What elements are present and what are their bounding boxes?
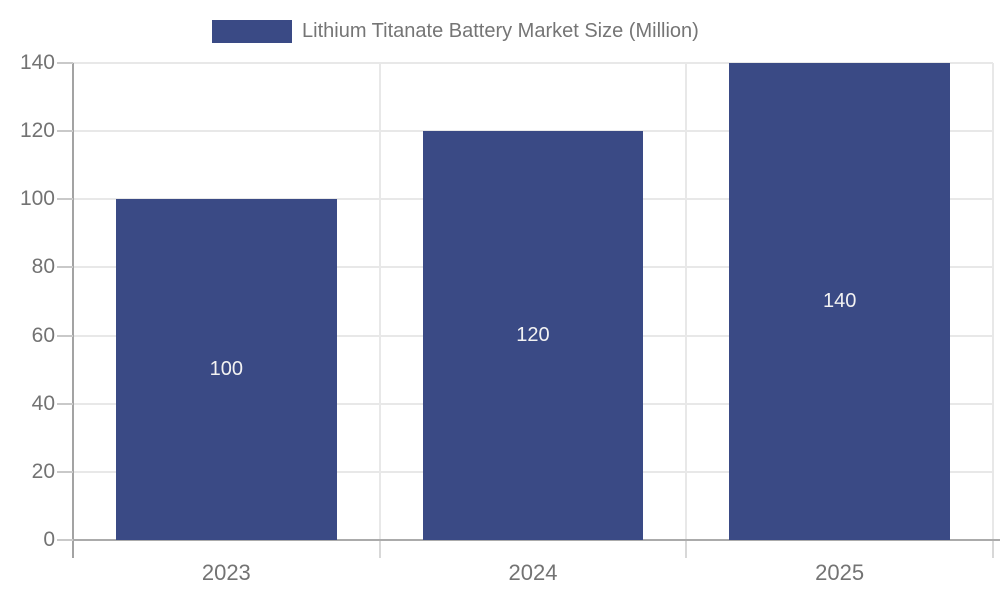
bar-2023[interactable]: 100 (115, 199, 337, 540)
y-axis-tick (57, 334, 73, 337)
x-tick-label: 2023 (201, 560, 251, 585)
x-axis-line (57, 539, 1000, 541)
y-tick-label: 140 (19, 51, 55, 74)
y-tick-label: 0 (43, 528, 55, 551)
y-axis-tick (57, 539, 73, 541)
y-tick-label: 60 (31, 323, 55, 347)
legend-swatch-icon (212, 20, 292, 43)
v-gridline (685, 63, 688, 540)
chart-legend[interactable]: Lithium Titanate Battery Market Size (Mi… (212, 20, 699, 43)
v-gridline (378, 63, 381, 540)
legend-label: Lithium Titanate Battery Market Size (Mi… (302, 20, 699, 42)
x-axis-tick (685, 541, 688, 558)
y-tick-label: 100 (19, 187, 55, 211)
x-axis-tick (378, 541, 381, 558)
y-axis-line (72, 63, 74, 558)
x-axis-tick (992, 541, 994, 558)
y-axis-tick (57, 62, 73, 64)
y-tick-label: 80 (31, 255, 55, 279)
h-gridline (73, 62, 993, 64)
y-axis-tick (57, 198, 73, 201)
v-gridline (992, 63, 994, 540)
y-tick-label: 20 (31, 459, 55, 483)
x-tick-label: 2025 (815, 560, 865, 585)
y-axis-tick (57, 470, 73, 473)
bar-value-label: 140 (822, 290, 857, 312)
bar-value-label: 120 (516, 324, 550, 347)
y-axis-tick (57, 402, 73, 405)
bar-2024[interactable]: 120 (422, 131, 644, 540)
y-tick-label: 120 (19, 119, 55, 143)
y-axis-tick (57, 266, 73, 269)
y-axis-tick (57, 130, 73, 133)
bar-value-label: 100 (209, 358, 243, 381)
bar-2025[interactable]: 140 (729, 63, 951, 540)
y-tick-label: 40 (31, 391, 55, 415)
x-tick-label: 2024 (508, 560, 558, 585)
